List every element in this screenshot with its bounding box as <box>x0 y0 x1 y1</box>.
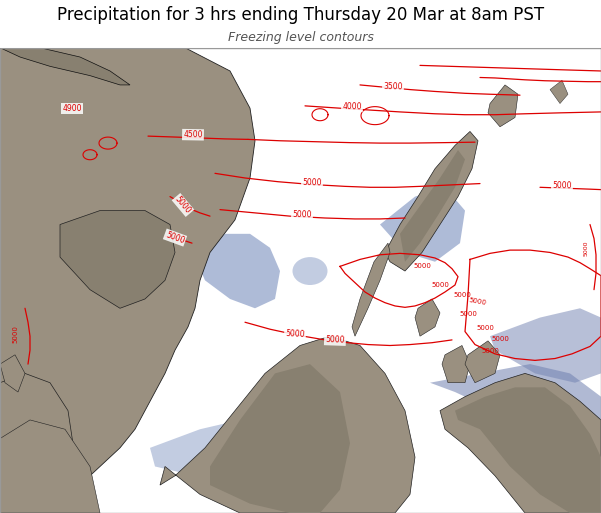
Polygon shape <box>455 387 601 513</box>
Text: 5000: 5000 <box>491 336 509 342</box>
Text: 5000: 5000 <box>469 297 487 306</box>
Polygon shape <box>400 150 465 262</box>
Text: 5000: 5000 <box>453 292 471 298</box>
Polygon shape <box>490 308 601 383</box>
Text: 3500: 3500 <box>383 82 403 91</box>
Text: 5000: 5000 <box>325 335 345 345</box>
Polygon shape <box>160 336 415 513</box>
Text: 5000: 5000 <box>173 194 193 215</box>
Polygon shape <box>150 420 280 485</box>
Text: 5000: 5000 <box>164 230 186 245</box>
Polygon shape <box>430 364 601 466</box>
Text: 5000: 5000 <box>413 263 431 269</box>
Polygon shape <box>415 299 440 336</box>
Text: 5000: 5000 <box>481 348 499 354</box>
Polygon shape <box>385 131 478 271</box>
Polygon shape <box>60 210 175 308</box>
Polygon shape <box>0 420 100 513</box>
Text: 4000: 4000 <box>342 102 362 111</box>
Text: 5000: 5000 <box>12 325 18 343</box>
Polygon shape <box>442 345 470 383</box>
Text: 5000: 5000 <box>285 329 305 339</box>
Text: 5000: 5000 <box>552 181 572 190</box>
Ellipse shape <box>293 257 328 285</box>
Text: 5000: 5000 <box>476 325 494 331</box>
Polygon shape <box>0 373 75 513</box>
Polygon shape <box>210 364 350 513</box>
Polygon shape <box>550 80 568 104</box>
Text: 5000: 5000 <box>302 178 322 187</box>
Ellipse shape <box>105 343 135 366</box>
Polygon shape <box>352 243 390 336</box>
Text: 4500: 4500 <box>183 130 203 140</box>
Polygon shape <box>195 234 280 308</box>
Text: 5000: 5000 <box>459 311 477 317</box>
Polygon shape <box>0 48 130 85</box>
Polygon shape <box>0 48 255 513</box>
Text: Precipitation for 3 hrs ending Thursday 20 Mar at 8am PST: Precipitation for 3 hrs ending Thursday … <box>57 6 544 24</box>
Text: Freezing level contours: Freezing level contours <box>228 31 373 44</box>
Text: 5000: 5000 <box>584 240 589 256</box>
Text: 5000: 5000 <box>292 210 312 220</box>
Text: 5000: 5000 <box>431 282 449 288</box>
Text: 4900: 4900 <box>63 104 82 113</box>
Polygon shape <box>380 187 465 262</box>
Polygon shape <box>465 341 500 383</box>
Polygon shape <box>440 373 601 513</box>
Ellipse shape <box>67 383 93 401</box>
Polygon shape <box>0 355 25 392</box>
Polygon shape <box>488 85 518 127</box>
